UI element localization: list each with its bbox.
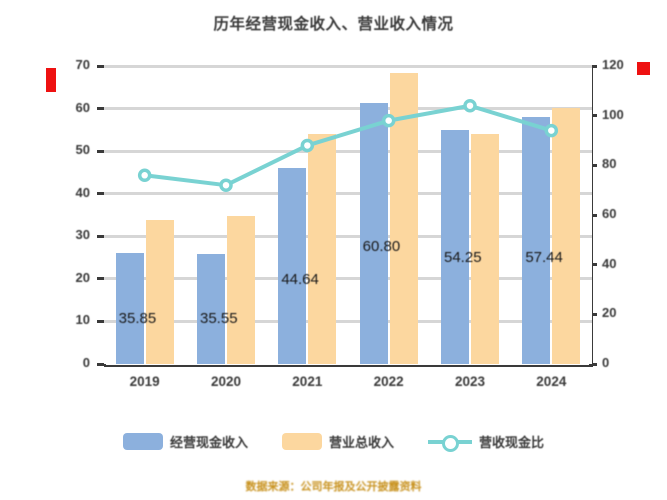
y-axis-left-tick	[97, 234, 105, 238]
y-axis-left-tick	[97, 362, 105, 366]
x-axis-line	[104, 365, 593, 367]
gridline	[104, 64, 592, 68]
bar-cash-income	[441, 130, 469, 364]
y-axis-right-label: 80	[602, 156, 617, 172]
gridline	[104, 277, 592, 281]
data-label: 35.85	[118, 310, 157, 327]
bar-cash-income	[522, 117, 551, 364]
x-axis-label: 2022	[373, 374, 404, 389]
y-axis-right-label: 120	[602, 57, 624, 72]
legend-label: 经营现金收入	[169, 435, 248, 450]
y-axis-right-tick	[589, 163, 597, 167]
bar-cash-income	[278, 167, 307, 364]
chart-legend: 经营现金收入 营业总收入 营收现金比	[0, 432, 667, 452]
line-marker	[544, 123, 559, 138]
y-axis-left-tick	[97, 277, 105, 281]
y-axis-right-tick	[589, 64, 597, 68]
bar-cash-income	[359, 103, 388, 364]
x-axis-label: 2019	[129, 374, 160, 389]
left-axis-red-marker	[46, 68, 56, 92]
gridline	[104, 107, 592, 111]
y-axis-left-tick	[97, 319, 105, 323]
y-axis-right-tick	[589, 362, 597, 366]
y-axis-left-tick	[97, 149, 105, 153]
legend-label: 营业总收入	[328, 435, 394, 450]
bar-total-revenue	[227, 216, 255, 364]
data-label: 44.64	[281, 271, 319, 288]
y-axis-left-label: 0	[82, 355, 90, 370]
y-axis-left-tick	[97, 107, 105, 111]
y-axis-left-label: 70	[75, 57, 90, 72]
gridline	[104, 149, 592, 153]
y-axis-left-label: 60	[75, 99, 90, 115]
data-label: 57.44	[525, 249, 563, 266]
x-axis-label: 2021	[292, 374, 323, 389]
line-series-svg	[137, 98, 559, 192]
x-axis-label: 2024	[536, 374, 567, 389]
legend-line-marker-icon	[428, 434, 472, 452]
gridline	[104, 319, 592, 323]
line-path	[142, 103, 554, 188]
line-marker	[463, 98, 477, 113]
legend-swatch-orange	[281, 433, 322, 450]
y-axis-left-label: 50	[75, 142, 90, 158]
bar-total-revenue	[308, 134, 337, 364]
data-label: 60.80	[362, 238, 401, 255]
x-axis-label: 2023	[454, 374, 486, 389]
y-axis-left-label: 10	[75, 312, 90, 328]
bar-total-revenue	[552, 107, 581, 364]
legend-label: 营收现金比	[479, 435, 545, 450]
y-axis-right-label: 0	[602, 355, 610, 370]
y-axis-right-label: 100	[602, 106, 624, 122]
legend-swatch-blue	[122, 433, 163, 450]
y-axis-right-label: 60	[602, 206, 617, 221]
y-axis-left-label: 40	[75, 184, 90, 200]
y-axis-right-tick	[589, 114, 597, 118]
y-axis-right-tick	[589, 263, 597, 267]
legend-item[interactable]: 经营现金收入	[122, 432, 248, 451]
plot-area: 35.85 35.55 44.64 60.80 54.25 57.44	[104, 64, 592, 364]
legend-item[interactable]: 营业总收入	[281, 432, 394, 451]
y-axis-right-tick	[589, 312, 597, 316]
legend-item[interactable]: 营收现金比	[428, 432, 545, 452]
y-axis-right-tick	[589, 213, 597, 217]
right-axis-red-marker	[637, 62, 650, 75]
chart-title: 历年经营现金收入、营业收入情况	[213, 16, 454, 33]
y-axis-left-tick	[97, 64, 105, 68]
data-label: 54.25	[444, 249, 482, 266]
y-axis-left-tick	[97, 192, 105, 196]
line-marker	[300, 138, 315, 153]
y-axis-left-label: 30	[75, 227, 90, 243]
y-axis-right-label: 20	[602, 305, 617, 321]
gridline	[104, 192, 592, 196]
bar-cash-income	[197, 253, 225, 364]
y-axis-right-line	[591, 66, 593, 367]
plot-background	[104, 66, 592, 364]
line-marker	[381, 113, 396, 128]
legend-line-dot-icon	[442, 434, 459, 452]
chart-footer: 数据来源：公司年报及公开披露资料	[245, 481, 422, 493]
x-axis-label: 2020	[210, 374, 242, 389]
bar-cash-income	[115, 253, 144, 364]
y-axis-right-label: 40	[602, 255, 617, 271]
y-axis-left-label: 20	[75, 269, 90, 285]
bar-total-revenue	[471, 134, 499, 364]
line-marker	[219, 178, 233, 192]
gridline	[104, 234, 592, 238]
data-label: 35.55	[200, 310, 238, 327]
line-marker	[137, 168, 152, 183]
bar-total-revenue	[145, 220, 174, 364]
